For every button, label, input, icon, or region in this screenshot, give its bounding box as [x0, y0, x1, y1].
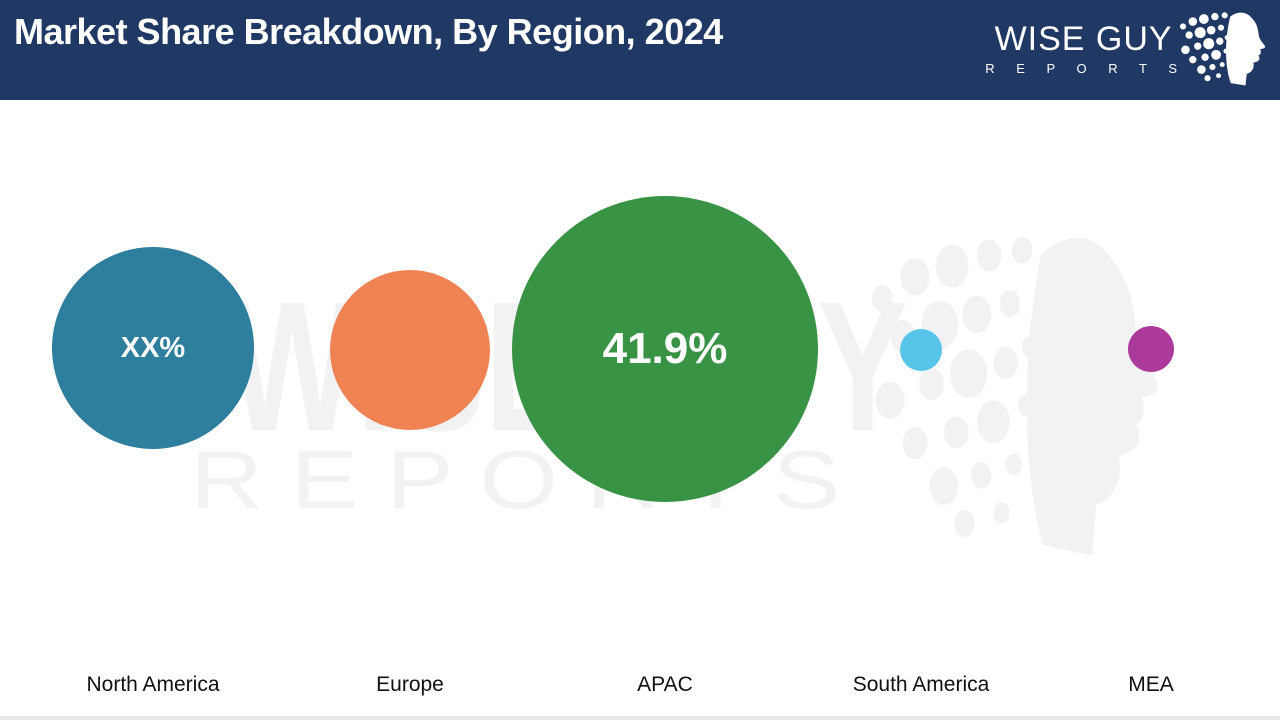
bubble-south-america: [900, 329, 942, 371]
header-bar: Market Share Breakdown, By Region, 2024 …: [0, 0, 1280, 100]
footer-strip: [0, 716, 1280, 720]
category-label-north-america: North America: [86, 673, 220, 696]
watermark-head-silhouette: [871, 236, 1158, 556]
chart-area: WISE GUY R E P O R T S XX%North AmericaE…: [0, 100, 1280, 720]
bubble-value-label-north-america: XX%: [120, 331, 186, 364]
logo-wordmark-line2: R E P O R T S: [985, 61, 1186, 76]
bubble-mea: [1128, 326, 1174, 372]
bubble-europe: [330, 270, 490, 430]
head-silhouette-icon: [1179, 12, 1266, 86]
bubble-value-label-apac: 41.9%: [602, 324, 728, 373]
wise-guy-logo: WISE GUY R E P O R T S: [981, 8, 1270, 88]
category-label-europe: Europe: [376, 673, 444, 696]
category-label-apac: APAC: [637, 673, 693, 696]
logo-wordmark-line1: WISE GUY: [994, 20, 1173, 58]
category-label-south-america: South America: [852, 673, 990, 696]
category-label-mea: MEA: [1128, 673, 1174, 696]
page-title: Market Share Breakdown, By Region, 2024: [14, 11, 723, 52]
bubble-apac: 41.9%: [512, 196, 818, 502]
bubble-north-america: XX%: [52, 247, 254, 449]
logo-wordmark: WISE GUY R E P O R T S: [981, 20, 1186, 76]
